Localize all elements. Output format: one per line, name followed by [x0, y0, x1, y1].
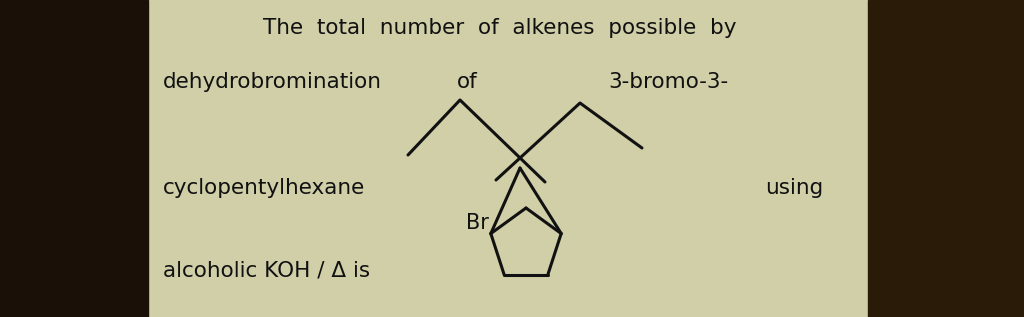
Bar [0, 0, 148, 317]
Text: dehydrobromination: dehydrobromination [163, 72, 382, 92]
Text: using: using [765, 178, 823, 198]
Bar [868, 0, 1024, 317]
Text: 3-bromo-3-: 3-bromo-3- [608, 72, 728, 92]
Text: cyclopentylhexane: cyclopentylhexane [163, 178, 366, 198]
Text: The  total  number  of  alkenes  possible  by: The total number of alkenes possible by [263, 18, 736, 38]
Text: Br: Br [466, 213, 488, 233]
Text: of: of [457, 72, 478, 92]
Text: alcoholic KOH / Δ is: alcoholic KOH / Δ is [163, 260, 370, 280]
